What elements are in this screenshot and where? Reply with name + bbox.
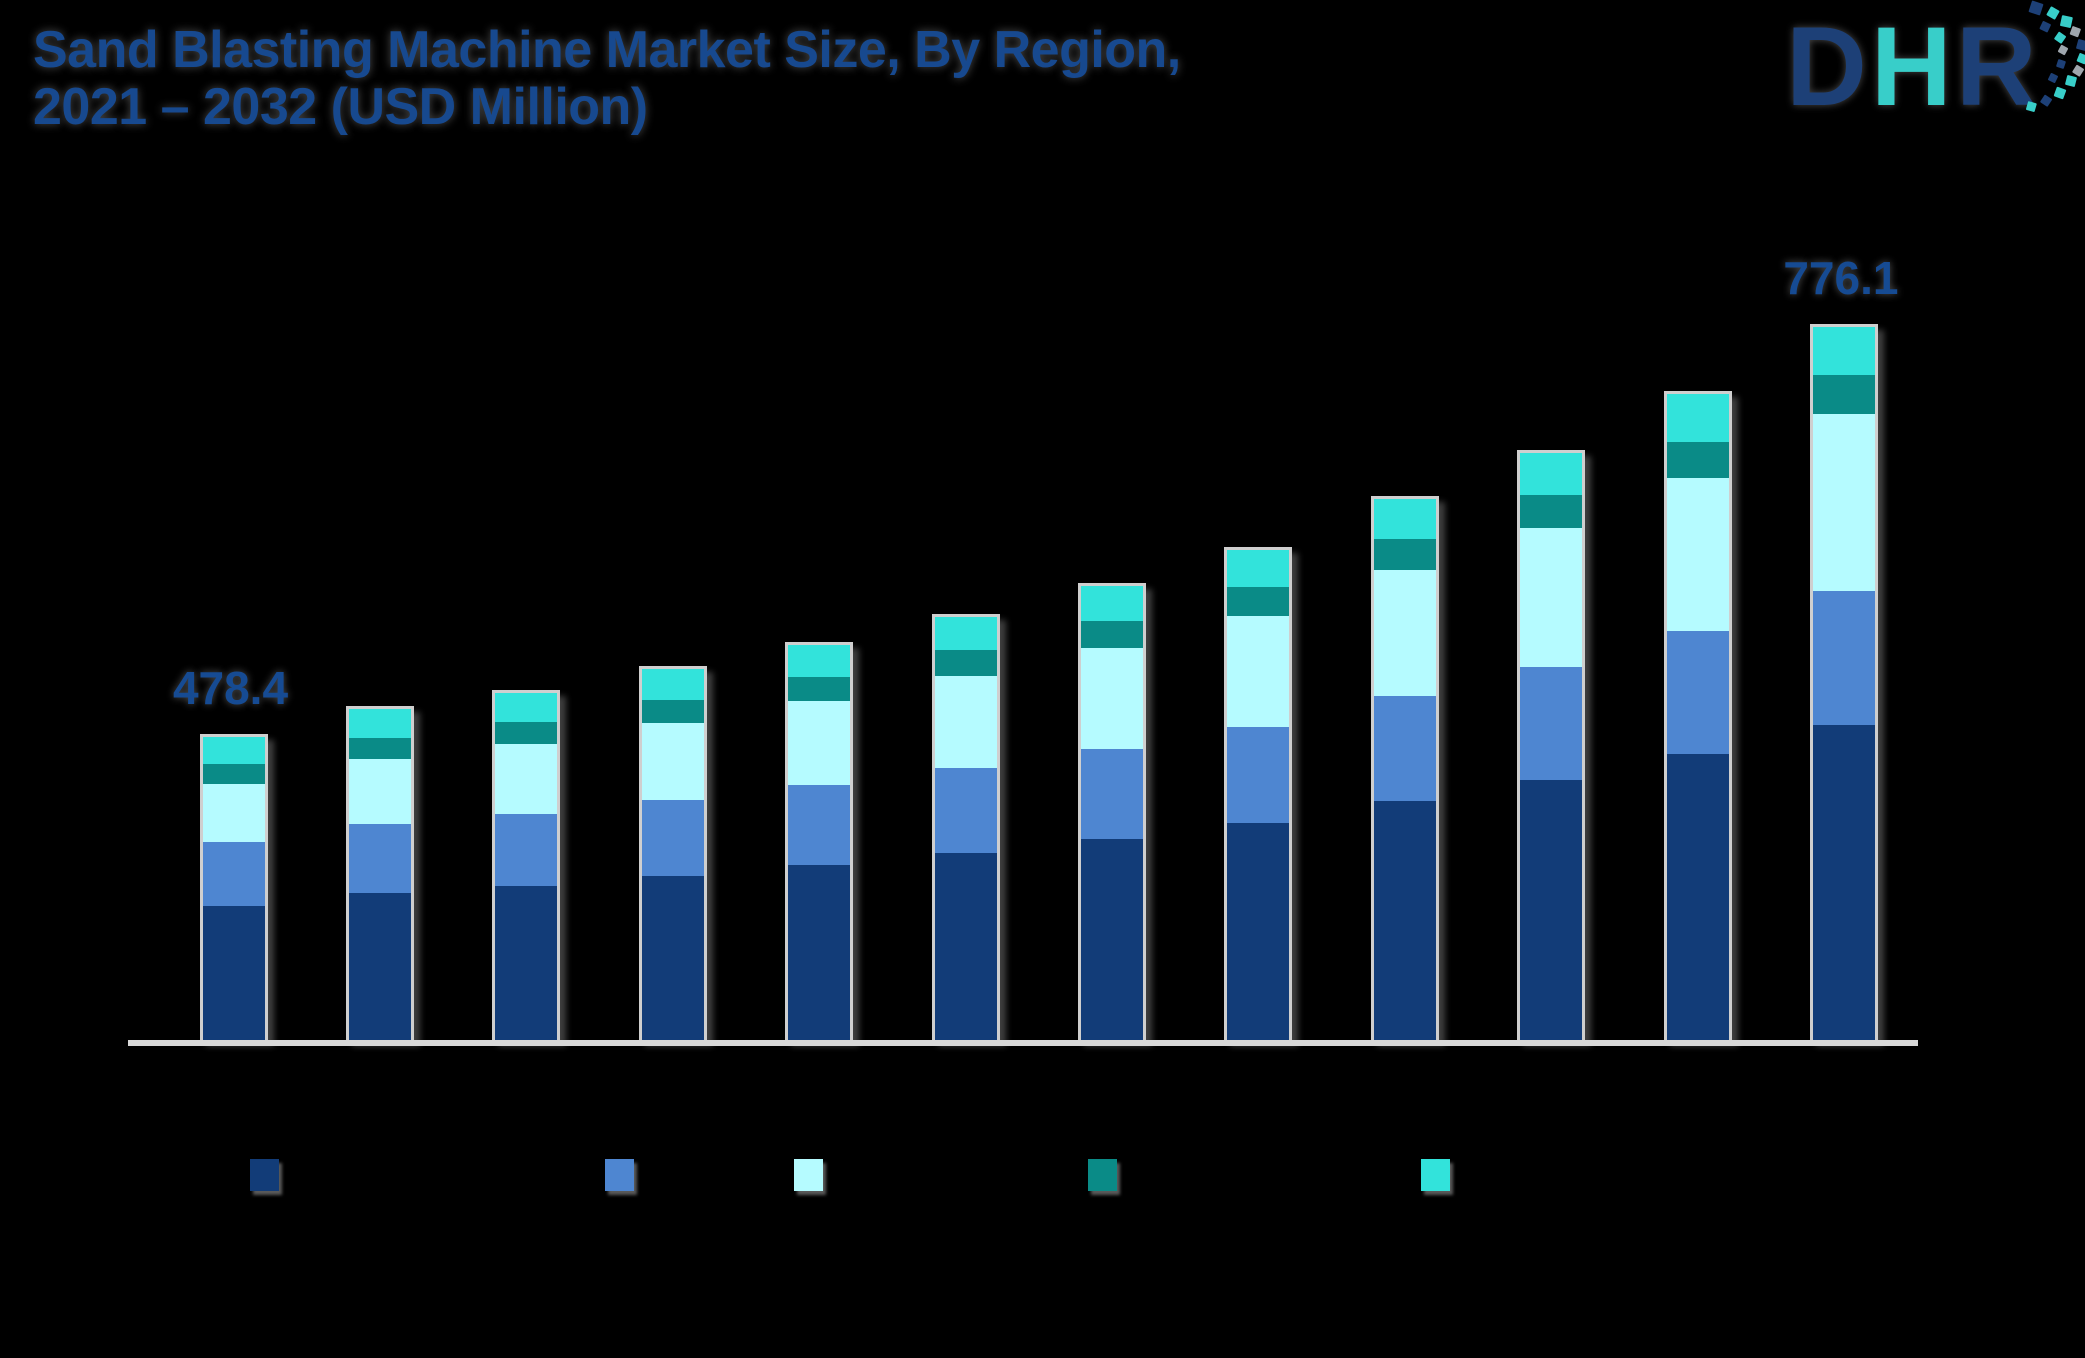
bar-segment [1520, 667, 1583, 780]
dhr-logo: DHR [1780, 0, 2085, 152]
bar-segment [641, 876, 704, 1040]
bar-segment [788, 701, 851, 785]
bar-segment [348, 709, 411, 738]
bar-2029 [1370, 496, 1439, 1040]
bar-segment [1520, 780, 1583, 1040]
bar-segment [1227, 616, 1290, 727]
bar-segment [1373, 539, 1436, 570]
bar-segment [641, 800, 704, 876]
bar-segment [202, 784, 265, 842]
legend-swatch-5 [1421, 1159, 1450, 1191]
bar-segment [1227, 823, 1290, 1040]
bar-segment [1812, 591, 1875, 725]
bar-2022 [345, 706, 414, 1040]
bar-segment [202, 906, 265, 1040]
bar-2025 [785, 642, 854, 1040]
legend-swatch-1 [250, 1159, 279, 1191]
bar-segment [1520, 528, 1583, 667]
bar-2021 [199, 734, 268, 1040]
bar-segment [1812, 327, 1875, 375]
legend-swatch-4 [1088, 1159, 1117, 1191]
bar-segment [1080, 621, 1143, 648]
x-axis-line [128, 1040, 1918, 1046]
bar-segment [495, 693, 558, 722]
bar-segment [1666, 442, 1729, 478]
bar-segment [202, 842, 265, 906]
bar-segment [934, 650, 997, 676]
bar-segment [1520, 495, 1583, 528]
bar-segment [641, 669, 704, 700]
bar-segment [202, 764, 265, 784]
logo-letter-h: H [1870, 4, 1956, 129]
bar-2028 [1224, 547, 1293, 1040]
bar-segment [1373, 499, 1436, 539]
bar-segment [1666, 631, 1729, 754]
bar-segment [1080, 749, 1143, 839]
logo-burst-icon [2026, 0, 2085, 112]
chart-title-line2: 2021 – 2032 (USD Million) [33, 78, 648, 136]
bar-segment [934, 676, 997, 768]
bar-segment [641, 723, 704, 800]
bar-segment [788, 865, 851, 1040]
legend-swatch-3 [794, 1159, 823, 1191]
data-label-2032: 776.1 [1783, 252, 1899, 304]
bar-segment [1812, 375, 1875, 414]
bar-2031 [1663, 391, 1732, 1040]
bar-segment [348, 759, 411, 824]
bar-segment [934, 768, 997, 853]
bar-segment [1812, 414, 1875, 591]
dhr-logo-letters: DHR [1786, 8, 2041, 126]
bar-segment [202, 737, 265, 764]
bar-segment [1666, 478, 1729, 631]
bar-segment [1812, 725, 1875, 1040]
bar-2030 [1517, 450, 1586, 1040]
bar-2023 [492, 690, 561, 1040]
bar-segment [1666, 754, 1729, 1040]
bar-segment [495, 886, 558, 1040]
bar-segment [495, 722, 558, 744]
bar-2027 [1077, 583, 1146, 1040]
legend-swatch-2 [605, 1159, 634, 1191]
bar-segment [1666, 394, 1729, 442]
bar-2032 [1809, 324, 1878, 1040]
logo-letter-d: D [1786, 4, 1871, 129]
bar-segment [1080, 839, 1143, 1040]
bar-segment [1373, 696, 1436, 801]
data-label-2021: 478.4 [172, 662, 289, 714]
chart-title: Sand Blasting Machine Market Size, By Re… [33, 22, 1181, 136]
bar-segment [788, 677, 851, 701]
bar-2024 [638, 666, 707, 1040]
bar-segment [1227, 550, 1290, 587]
logo-letter-r: R [1955, 4, 2041, 129]
bar-segment [1373, 801, 1436, 1040]
bar-segment [641, 700, 704, 723]
bar-2026 [931, 614, 1000, 1040]
bar-segment [1227, 727, 1290, 823]
chart-title-line1: Sand Blasting Machine Market Size, By Re… [33, 21, 1181, 79]
bar-segment [348, 824, 411, 893]
bar-segment [495, 814, 558, 886]
bar-segment [788, 785, 851, 865]
bar-segment [1227, 587, 1290, 616]
bar-segment [348, 738, 411, 759]
plot-area: 478.4 776.1 [172, 252, 1899, 1040]
bar-segment [934, 617, 997, 650]
bar-segment [788, 645, 851, 677]
bar-segment [1520, 453, 1583, 495]
bar-segment [934, 853, 997, 1040]
bar-segment [1080, 648, 1143, 749]
bar-segment [1080, 586, 1143, 621]
bar-segment [348, 893, 411, 1040]
bar-segment [495, 744, 558, 814]
bar-segment [1373, 570, 1436, 696]
